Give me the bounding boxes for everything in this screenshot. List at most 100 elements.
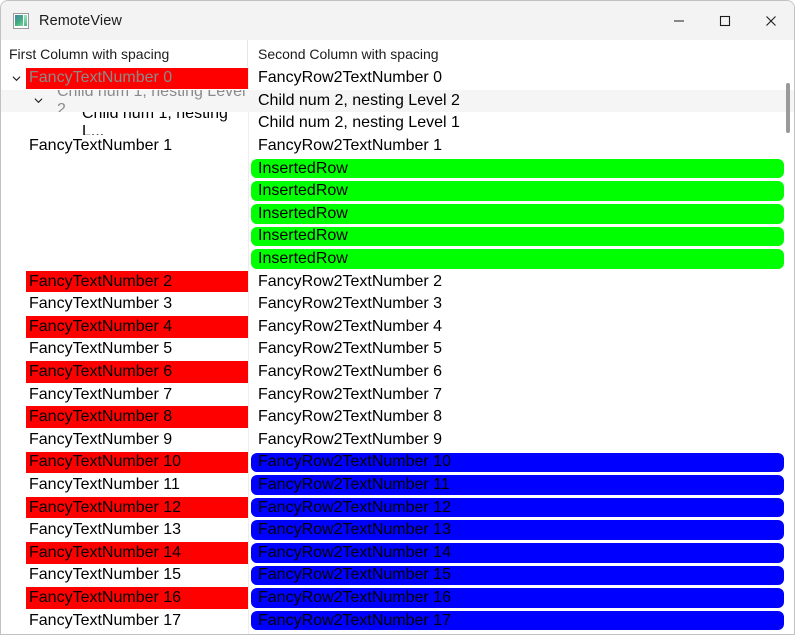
column-header-second[interactable]: Second Column with spacing [248, 40, 794, 67]
row-cell-second-column[interactable]: InsertedRow [248, 203, 794, 226]
row-cell-second-column[interactable]: FancyRow2TextNumber 7 [248, 383, 794, 406]
row-cell-second-column[interactable]: FancyRow2TextNumber 1 [248, 135, 794, 158]
table-row[interactable]: Child num 1, nesting Level 2 Child num 2,… [1, 89, 794, 113]
row-cell-second-column[interactable]: FancyRow2TextNumber 14 [248, 541, 794, 564]
table-row[interactable]: FancyTextNumber 6 FancyRow2TextNumber 6 [1, 361, 794, 384]
row-cell-first-column[interactable]: FancyTextNumber 9 [1, 429, 248, 452]
row-cell-first-column[interactable]: FancyTextNumber 17 [1, 609, 248, 632]
table-row[interactable]: FancyTextNumber 8 FancyRow2TextNumber 8 [1, 406, 794, 429]
row-cell-second-column[interactable]: FancyRow2TextNumber 13 [248, 519, 794, 542]
row-highlight-pill [251, 542, 784, 563]
row-cell-second-column[interactable]: InsertedRow [248, 180, 794, 203]
row-label-second-column: FancyRow2TextNumber 3 [258, 295, 443, 313]
row-cell-first-column[interactable]: FancyTextNumber 2 [1, 270, 248, 293]
row-highlight-band [26, 496, 248, 519]
row-cell-first-column[interactable]: FancyTextNumber 11 [1, 474, 248, 497]
table-row[interactable]: FancyTextNumber 5 FancyRow2TextNumber 5 [1, 338, 794, 361]
row-cell-first-column[interactable]: FancyTextNumber 5 [1, 338, 248, 361]
title-bar: RemoteView [1, 1, 794, 40]
row-cell-second-column[interactable]: FancyRow2TextNumber 9 [248, 429, 794, 452]
row-highlight-pill [251, 452, 784, 473]
row-highlight-band [26, 316, 248, 338]
table-row[interactable]: FancyTextNumber 0 FancyRow2TextNumber 0 [1, 67, 794, 90]
table-row[interactable]: InsertedRow [1, 157, 794, 180]
row-cell-second-column[interactable]: InsertedRow [248, 225, 794, 248]
table-row[interactable]: FancyTextNumber 3 FancyRow2TextNumber 3 [1, 293, 794, 316]
row-cell-second-column[interactable]: FancyRow2TextNumber 15 [248, 564, 794, 587]
table-row[interactable]: FancyTextNumber 17 FancyRow2TextNumber 17 [1, 609, 794, 632]
row-cell-second-column[interactable]: FancyRow2TextNumber 6 [248, 361, 794, 384]
row-cell-first-column[interactable]: FancyTextNumber 12 [1, 496, 248, 519]
tree-row-list: FancyTextNumber 0 FancyRow2TextNumber 0 Ch… [1, 67, 794, 632]
vertical-scrollbar[interactable] [783, 67, 793, 634]
row-cell-first-column[interactable] [1, 203, 248, 226]
table-row[interactable]: FancyTextNumber 10 FancyRow2TextNumber 10 [1, 451, 794, 474]
row-cell-second-column[interactable]: FancyRow2TextNumber 11 [248, 474, 794, 497]
table-row[interactable]: Child num 1, nesting L... Child num 2, ne… [1, 112, 794, 135]
row-cell-second-column[interactable]: InsertedRow [248, 248, 794, 271]
table-row[interactable]: InsertedRow [1, 203, 794, 226]
row-cell-first-column[interactable]: FancyTextNumber 16 [1, 587, 248, 610]
close-icon[interactable] [748, 1, 794, 40]
table-row[interactable]: FancyTextNumber 11 FancyRow2TextNumber 11 [1, 474, 794, 497]
row-cell-second-column[interactable]: Child num 2, nesting Level 1 [248, 112, 794, 135]
table-row[interactable]: InsertedRow [1, 248, 794, 271]
row-cell-first-column[interactable]: FancyTextNumber 10 [1, 451, 248, 474]
table-row[interactable]: FancyTextNumber 4 FancyRow2TextNumber 4 [1, 316, 794, 339]
row-cell-first-column[interactable]: FancyTextNumber 6 [1, 361, 248, 384]
row-cell-second-column[interactable]: FancyRow2TextNumber 16 [248, 587, 794, 610]
table-row[interactable]: InsertedRow [1, 225, 794, 248]
row-cell-first-column[interactable]: FancyTextNumber 4 [1, 316, 248, 339]
row-cell-first-column[interactable]: FancyTextNumber 15 [1, 564, 248, 587]
table-row[interactable]: FancyTextNumber 14 FancyRow2TextNumber 14 [1, 541, 794, 564]
column-separator[interactable] [248, 67, 249, 634]
table-row[interactable]: FancyTextNumber 12 FancyRow2TextNumber 12 [1, 496, 794, 519]
table-row[interactable]: FancyTextNumber 1 FancyRow2TextNumber 1 [1, 135, 794, 158]
table-row[interactable]: FancyTextNumber 7 FancyRow2TextNumber 7 [1, 383, 794, 406]
row-cell-second-column[interactable]: FancyRow2TextNumber 4 [248, 316, 794, 339]
row-cell-first-column[interactable]: FancyTextNumber 8 [1, 406, 248, 429]
table-row[interactable]: FancyTextNumber 9 FancyRow2TextNumber 9 [1, 429, 794, 452]
row-cell-second-column[interactable]: FancyRow2TextNumber 12 [248, 496, 794, 519]
row-cell-second-column[interactable]: Child num 2, nesting Level 2 [248, 90, 794, 113]
column-header-first[interactable]: First Column with spacing [1, 40, 248, 67]
row-cell-first-column[interactable]: Child num 1, nesting L... [1, 112, 248, 135]
row-cell-second-column[interactable]: FancyRow2TextNumber 2 [248, 270, 794, 293]
row-cell-first-column[interactable]: FancyTextNumber 14 [1, 541, 248, 564]
row-label-second-column: FancyRow2TextNumber 1 [258, 137, 443, 155]
row-cell-first-column[interactable] [1, 157, 248, 180]
row-label-second-column: InsertedRow [258, 250, 348, 268]
row-cell-first-column[interactable]: FancyTextNumber 7 [1, 383, 248, 406]
row-cell-first-column[interactable] [1, 225, 248, 248]
table-row[interactable]: InsertedRow [1, 180, 794, 203]
tree-view-body: FancyTextNumber 0 FancyRow2TextNumber 0 Ch… [1, 67, 794, 634]
chevron-down-icon[interactable] [31, 93, 46, 108]
row-cell-first-column[interactable]: FancyTextNumber 0 [1, 67, 248, 90]
maximize-icon[interactable] [702, 1, 748, 40]
table-row[interactable]: FancyTextNumber 16 FancyRow2TextNumber 16 [1, 587, 794, 610]
row-cell-second-column[interactable]: FancyRow2TextNumber 0 [248, 67, 794, 90]
minimize-icon[interactable] [656, 1, 702, 40]
row-cell-second-column[interactable]: FancyRow2TextNumber 17 [248, 609, 794, 632]
row-label-first-column: FancyTextNumber 7 [29, 385, 173, 403]
row-cell-first-column[interactable]: FancyTextNumber 13 [1, 519, 248, 542]
row-cell-second-column[interactable]: FancyRow2TextNumber 3 [248, 293, 794, 316]
row-label-second-column: FancyRow2TextNumber 15 [258, 566, 451, 584]
table-row[interactable]: FancyTextNumber 15 FancyRow2TextNumber 15 [1, 564, 794, 587]
row-highlight-band [26, 361, 248, 383]
row-cell-first-column[interactable]: FancyTextNumber 3 [1, 293, 248, 316]
column-header-row: First Column with spacing Second Column … [1, 40, 794, 67]
row-highlight-band [26, 406, 248, 428]
row-cell-first-column[interactable] [1, 248, 248, 271]
table-row[interactable]: FancyTextNumber 2 FancyRow2TextNumber 2 [1, 270, 794, 293]
table-row[interactable]: FancyTextNumber 13 FancyRow2TextNumber 13 [1, 519, 794, 542]
row-cell-second-column[interactable]: FancyRow2TextNumber 8 [248, 406, 794, 429]
row-cell-first-column[interactable] [1, 180, 248, 203]
row-cell-first-column[interactable]: FancyTextNumber 1 [1, 135, 248, 158]
row-cell-second-column[interactable]: FancyRow2TextNumber 5 [248, 338, 794, 361]
row-cell-first-column[interactable]: Child num 1, nesting Level 2 [1, 90, 248, 112]
vertical-scrollbar-thumb[interactable] [786, 83, 790, 133]
chevron-down-icon[interactable] [9, 71, 24, 86]
row-cell-second-column[interactable]: FancyRow2TextNumber 10 [248, 451, 794, 474]
row-cell-second-column[interactable]: InsertedRow [248, 157, 794, 180]
